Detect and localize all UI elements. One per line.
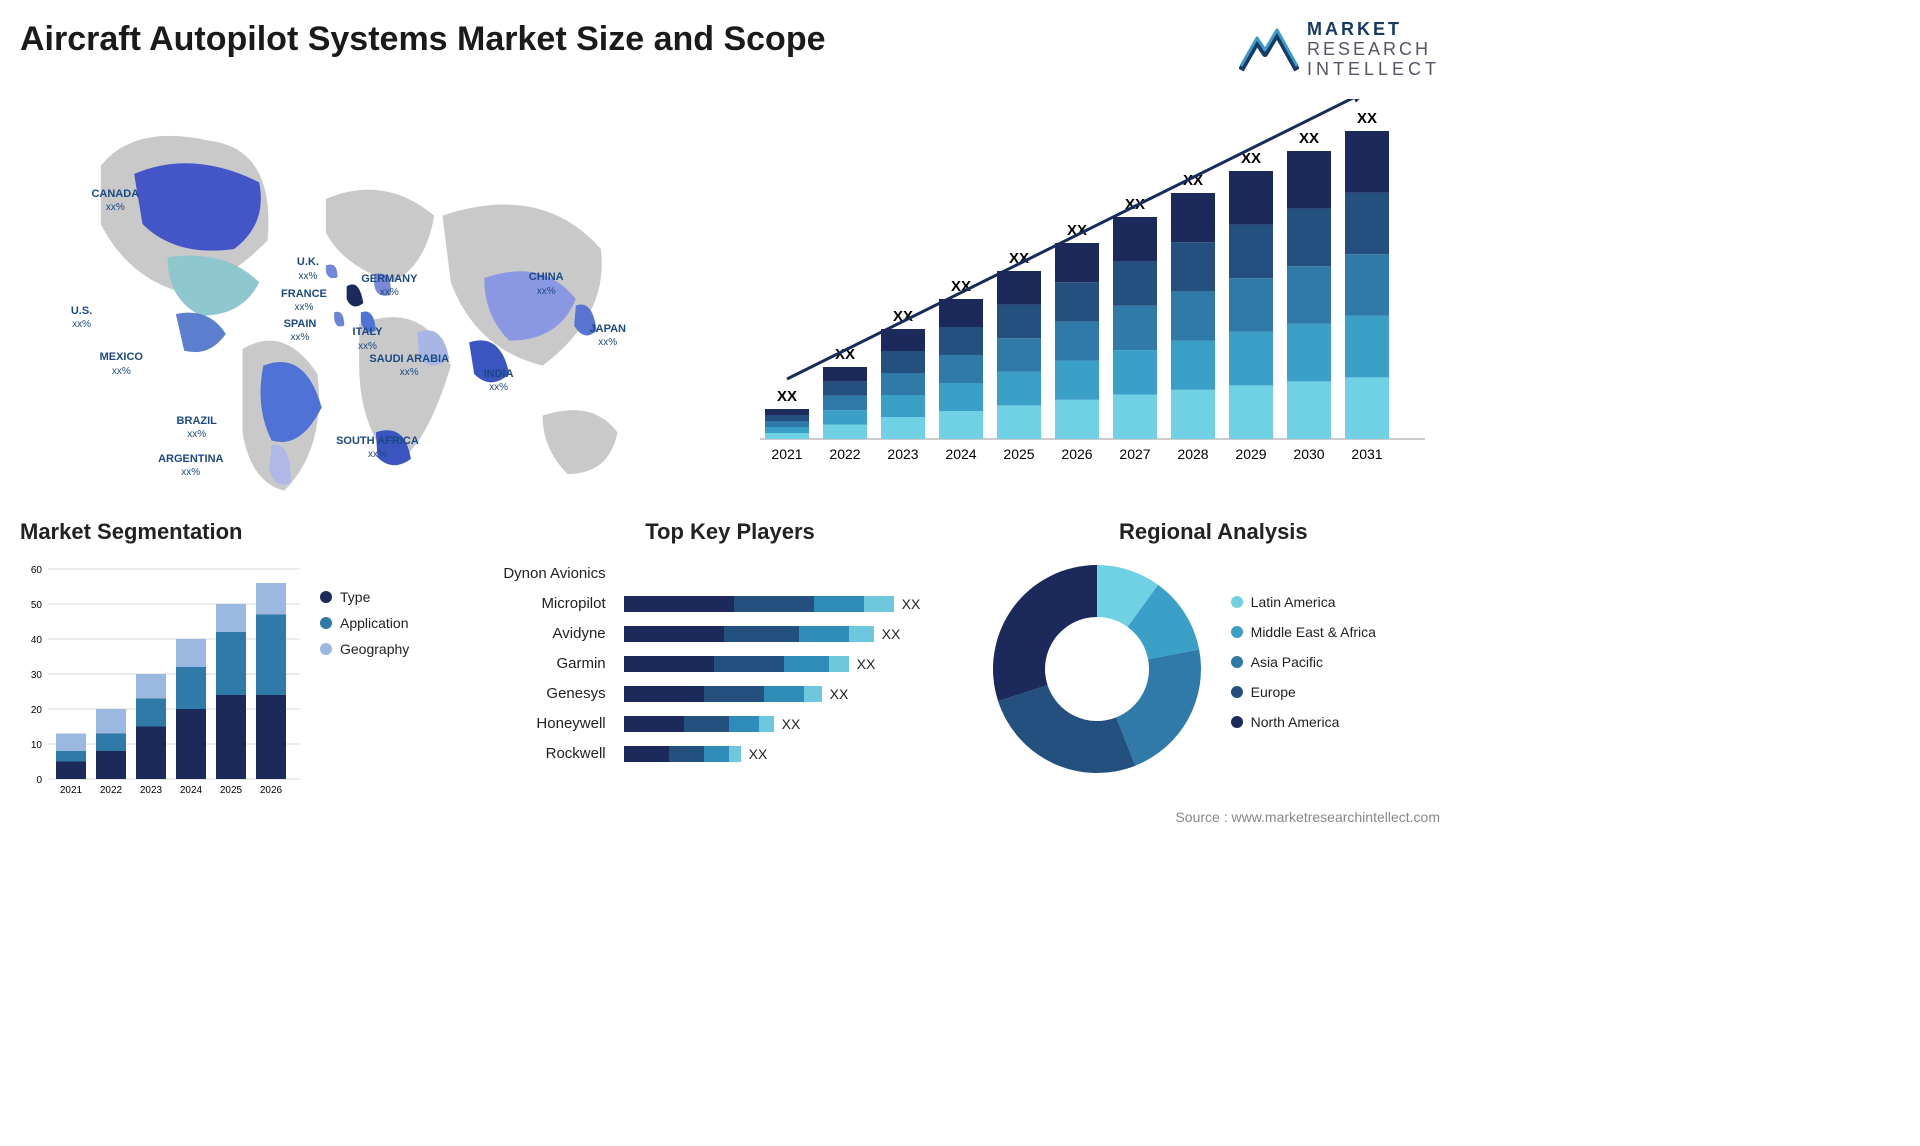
svg-text:60: 60 xyxy=(31,565,43,576)
map-label-saudiarabia: SAUDI ARABIAxx% xyxy=(369,353,449,379)
svg-text:2022: 2022 xyxy=(829,446,860,462)
map-label-france: FRANCExx% xyxy=(281,288,327,314)
segmentation-chart: 0 10 20 30 40 50 60 2021 2022 2023 2024 2025 2026 xyxy=(20,559,300,799)
player-label: Genesys xyxy=(503,679,605,709)
growth-chart: XX2021XX2022XX2023XX2024XX2025XX2026XX20… xyxy=(745,99,1440,499)
player-bar-row: XX xyxy=(624,619,957,649)
segmentation-title: Market Segmentation xyxy=(20,519,473,545)
svg-text:50: 50 xyxy=(31,600,43,611)
logo-text-2: RESEARCH xyxy=(1307,40,1440,60)
bottom-row: Market Segmentation 0 10 20 30 40 50 60 2021 202… xyxy=(20,519,1440,799)
legend-item: North America xyxy=(1231,714,1376,730)
player-bar-row: XX xyxy=(624,649,957,679)
legend-item: Asia Pacific xyxy=(1231,654,1376,670)
logo-icon xyxy=(1239,24,1299,76)
svg-text:XX: XX xyxy=(1357,110,1377,127)
legend-item: Middle East & Africa xyxy=(1231,624,1376,640)
svg-text:2023: 2023 xyxy=(140,785,163,796)
logo-text-3: INTELLECT xyxy=(1307,60,1440,80)
svg-text:2021: 2021 xyxy=(771,446,802,462)
svg-text:XX: XX xyxy=(777,388,797,405)
svg-text:2023: 2023 xyxy=(887,446,918,462)
map-label-china: CHINAxx% xyxy=(529,271,564,297)
svg-text:2025: 2025 xyxy=(1003,446,1034,462)
map-label-southafrica: SOUTH AFRICAxx% xyxy=(336,435,419,461)
svg-text:0: 0 xyxy=(36,775,42,786)
svg-text:2026: 2026 xyxy=(1061,446,1092,462)
regional-panel: Regional Analysis Latin America Middle Ea… xyxy=(987,519,1440,799)
page-title: Aircraft Autopilot Systems Market Size a… xyxy=(20,20,826,59)
svg-text:2022: 2022 xyxy=(100,785,123,796)
logo-text-1: MARKET xyxy=(1307,20,1440,40)
svg-text:2024: 2024 xyxy=(180,785,203,796)
player-bar-row: XX xyxy=(624,679,957,709)
svg-text:40: 40 xyxy=(31,635,43,646)
legend-item: Europe xyxy=(1231,684,1376,700)
top-row: CANADAxx% U.S.xx% MEXICOxx% BRAZILxx% ARGENT… xyxy=(20,99,1440,499)
player-bar-row: XX xyxy=(624,739,957,769)
player-bar-row: XX xyxy=(624,589,957,619)
map-label-mexico: MEXICOxx% xyxy=(100,351,143,377)
map-label-brazil: BRAZILxx% xyxy=(177,415,217,441)
player-label: Micropilot xyxy=(503,589,605,619)
svg-text:2027: 2027 xyxy=(1119,446,1150,462)
player-bar-row xyxy=(624,559,957,589)
legend-item: Application xyxy=(320,615,460,631)
map-label-italy: ITALYxx% xyxy=(353,326,383,352)
player-label: Honeywell xyxy=(503,709,605,739)
player-label: Avidyne xyxy=(503,619,605,649)
player-label: Rockwell xyxy=(503,739,605,769)
legend-item: Type xyxy=(320,589,460,605)
svg-text:2021: 2021 xyxy=(60,785,83,796)
legend-item: Latin America xyxy=(1231,594,1376,610)
svg-text:2030: 2030 xyxy=(1293,446,1324,462)
map-label-germany: GERMANYxx% xyxy=(361,273,417,299)
svg-text:2025: 2025 xyxy=(220,785,243,796)
svg-text:2024: 2024 xyxy=(945,446,976,462)
map-label-spain: SPAINxx% xyxy=(284,318,317,344)
svg-text:2028: 2028 xyxy=(1177,446,1208,462)
players-panel: Top Key Players Dynon AvionicsMicropilot… xyxy=(503,519,956,799)
player-label: Garmin xyxy=(503,649,605,679)
player-label: Dynon Avionics xyxy=(503,559,605,589)
logo: MARKET RESEARCH INTELLECT xyxy=(1239,20,1440,79)
map-label-uk: U.K.xx% xyxy=(297,256,319,282)
players-title: Top Key Players xyxy=(503,519,956,545)
header: Aircraft Autopilot Systems Market Size a… xyxy=(20,20,1440,79)
svg-text:30: 30 xyxy=(31,670,43,681)
map-label-canada: CANADAxx% xyxy=(91,188,139,214)
map-label-japan: JAPANxx% xyxy=(590,323,626,349)
players-bars: XXXXXXXXXXXX xyxy=(624,559,957,769)
legend-item: Geography xyxy=(320,641,460,657)
regional-legend: Latin America Middle East & Africa Asia Pa… xyxy=(1231,594,1376,744)
svg-text:XX: XX xyxy=(1299,130,1319,147)
player-bar-row: XX xyxy=(624,709,957,739)
regional-title: Regional Analysis xyxy=(987,519,1440,545)
svg-text:2031: 2031 xyxy=(1351,446,1382,462)
regional-donut xyxy=(987,559,1207,779)
map-label-india: INDIAxx% xyxy=(484,368,514,394)
svg-text:20: 20 xyxy=(31,705,43,716)
map-label-us: U.S.xx% xyxy=(71,305,92,331)
svg-text:2026: 2026 xyxy=(260,785,283,796)
svg-text:2029: 2029 xyxy=(1235,446,1266,462)
world-map: CANADAxx% U.S.xx% MEXICOxx% BRAZILxx% ARGENT… xyxy=(20,99,715,499)
segmentation-legend: Type Application Geography xyxy=(320,559,460,799)
source-line: Source : www.marketresearchintellect.com xyxy=(20,809,1440,825)
segmentation-panel: Market Segmentation 0 10 20 30 40 50 60 2021 202… xyxy=(20,519,473,799)
players-labels: Dynon AvionicsMicropilotAvidyneGarminGen… xyxy=(503,559,605,769)
svg-text:10: 10 xyxy=(31,740,43,751)
growth-chart-svg: XX2021XX2022XX2023XX2024XX2025XX2026XX20… xyxy=(745,99,1425,499)
map-label-argentina: ARGENTINAxx% xyxy=(158,453,223,479)
